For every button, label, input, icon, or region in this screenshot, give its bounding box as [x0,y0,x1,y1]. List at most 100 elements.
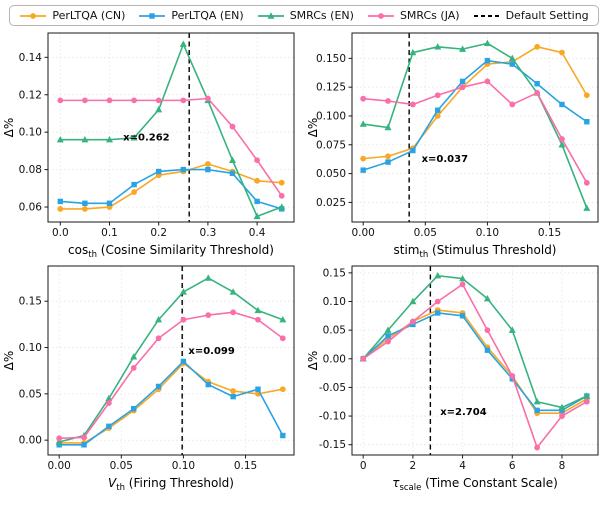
y-tick-label: 0.15 [323,267,346,279]
perltqa-en-marker-icon [139,12,166,19]
x-axis-label: τscale (Time Constant Scale) [392,476,558,492]
time-constant-scale-plot: 0 2 4 6 8 -0.15 -0.10 -0.05 0.00 0.05 0.10 0.15 τsca… [306,265,599,493]
legend-item-label: Default Setting [505,9,589,22]
x-tick-label: 0.3 [200,227,217,239]
x-tick-label: 0 [360,460,367,472]
y-tick-label: 0.06 [19,202,43,214]
default-setting-marker-icon [473,14,500,17]
legend-item-smrcs-ja: SMRCs (JA) [367,9,460,22]
y-tick-label: 0.08 [19,164,42,176]
x-tick-label: 2 [410,460,417,472]
gridlines [48,266,294,455]
x-tick-label: 0.05 [110,460,133,472]
series-perltqa-cn [57,161,285,212]
y-tick-label: -0.10 [319,411,346,423]
axis-ticks: 0.00 0.05 0.10 0.15 0.00 0.05 0.10 0.15 [19,296,258,472]
legend-item-perltqa-cn: PerLTQA (CN) [19,9,125,22]
x-tick-label: 0.10 [172,460,195,472]
x-tick-label: 0.10 [476,227,499,239]
plot-frame [47,265,295,456]
legend-item-smrcs-en: SMRCs (EN) [257,9,354,22]
y-tick-label: 0.10 [19,342,42,354]
legend-item-label: PerLTQA (EN) [171,9,244,22]
smrcs-ja-marker-icon [367,12,394,19]
legend-item-default-setting: Default Setting [473,9,589,22]
series-smrcs-en [359,39,591,211]
series-smrcs-ja [360,281,590,451]
chart-time-constant-scale: 0 2 4 6 8 -0.15 -0.10 -0.05 0.00 0.05 0.10 0.15 τsca… [304,259,608,493]
axis-ticks: 0 2 4 6 8 -0.15 -0.10 -0.05 0.00 0.05 0.10 0.15 [319,267,565,472]
y-axis-label: Δ% [2,351,16,371]
legend-item-label: PerLTQA (CN) [52,9,126,22]
y-axis-label: Δ% [2,118,16,138]
y-tick-label: -0.05 [319,382,346,394]
chart-stimulus-threshold: 0.00 0.05 0.10 0.15 0.025 0.050 0.075 0.100 0.12… [304,26,608,260]
y-tick-label: 0.025 [316,197,346,209]
plot-frame [351,32,599,223]
series-smrcs-en [56,40,286,220]
y-tick-label: 0.10 [19,127,42,139]
x-tick-label: 0.00 [351,227,374,239]
x-tick-label: 0.15 [234,460,257,472]
x-tick-label: 0.2 [150,227,167,239]
charts-grid: 0.0 0.1 0.2 0.3 0.4 0.06 0.08 0.10 0.12 0.14 costh… [0,26,608,493]
chart-cosine-similarity-threshold: 0.0 0.1 0.2 0.3 0.4 0.06 0.08 0.10 0.12 0.14 costh… [0,26,304,260]
legend-item-perltqa-en: PerLTQA (EN) [138,9,244,22]
axis-ticks: 0.00 0.05 0.10 0.15 0.025 0.050 0.075 0.100 0.12… [316,53,561,239]
y-tick-label: 0.12 [19,89,42,101]
x-tick-label: 0.4 [249,227,266,239]
axis-ticks: 0.0 0.1 0.2 0.3 0.4 0.06 0.08 0.10 0.12 0.14 [19,52,266,239]
series-perltqa-en [56,358,286,448]
smrcs-en-marker-icon [257,11,284,19]
series-smrcs-ja [57,95,285,199]
series-perltqa-en [360,310,590,414]
x-axis-label: stimth (Stimulus Threshold) [394,243,557,259]
y-tick-label: -0.15 [319,439,346,451]
series-smrcs-en [55,274,287,445]
gridlines [48,33,294,222]
x-tick-label: 0.0 [52,227,69,239]
plot-frame [47,32,295,223]
annotation-text: x=2.704 [440,407,487,418]
y-tick-label: 0.00 [323,353,346,365]
x-tick-label: 6 [509,460,516,472]
stimulus-threshold-plot: 0.00 0.05 0.10 0.15 0.025 0.050 0.075 0.100 0.12… [306,32,599,260]
y-axis-label: Δ% [306,351,320,371]
perltqa-cn-marker-icon [20,12,47,19]
gridlines [352,33,598,222]
legend-item-label: SMRCs (EN) [289,9,354,22]
y-tick-label: 0.150 [316,53,346,65]
series-smrcs-en [359,272,591,411]
cosine-similarity-threshold-plot: 0.0 0.1 0.2 0.3 0.4 0.06 0.08 0.10 0.12 0.14 costh… [2,32,295,260]
series-smrcs-ja [56,309,286,442]
x-axis-label: Vth (Firing Threshold) [108,476,234,492]
y-tick-label: 0.05 [19,388,42,400]
legend-item-label: SMRCs (JA) [399,9,460,22]
x-tick-label: 8 [559,460,566,472]
series-smrcs-ja [360,78,590,186]
x-tick-label: 0.00 [47,460,70,472]
annotation-text: x=0.037 [422,154,469,165]
y-tick-label: 0.14 [19,52,43,64]
y-tick-label: 0.15 [19,296,42,308]
series-perltqa-en [360,57,590,173]
legend-box: PerLTQA (CN) PerLTQA (EN) SMRCs (EN) SMRCs … [9,5,599,26]
y-axis-label: Δ% [306,118,320,138]
annotation-text: x=0.262 [123,133,170,144]
plot-frame [351,265,599,456]
gridlines [352,266,598,455]
x-tick-label: 0.05 [414,227,437,239]
legend: PerLTQA (CN) PerLTQA (EN) SMRCs (EN) SMRCs … [0,0,608,26]
y-tick-label: 0.05 [323,325,346,337]
y-tick-label: 0.00 [19,435,42,447]
y-tick-label: 0.10 [323,296,346,308]
x-tick-label: 0.1 [101,227,118,239]
x-axis-label: costh (Cosine Similarity Threshold) [68,243,274,259]
x-tick-label: 4 [459,460,466,472]
y-tick-label: 0.075 [316,139,346,151]
annotation-text: x=0.099 [188,346,235,357]
y-tick-label: 0.125 [316,82,346,94]
y-tick-label: 0.100 [316,110,346,122]
